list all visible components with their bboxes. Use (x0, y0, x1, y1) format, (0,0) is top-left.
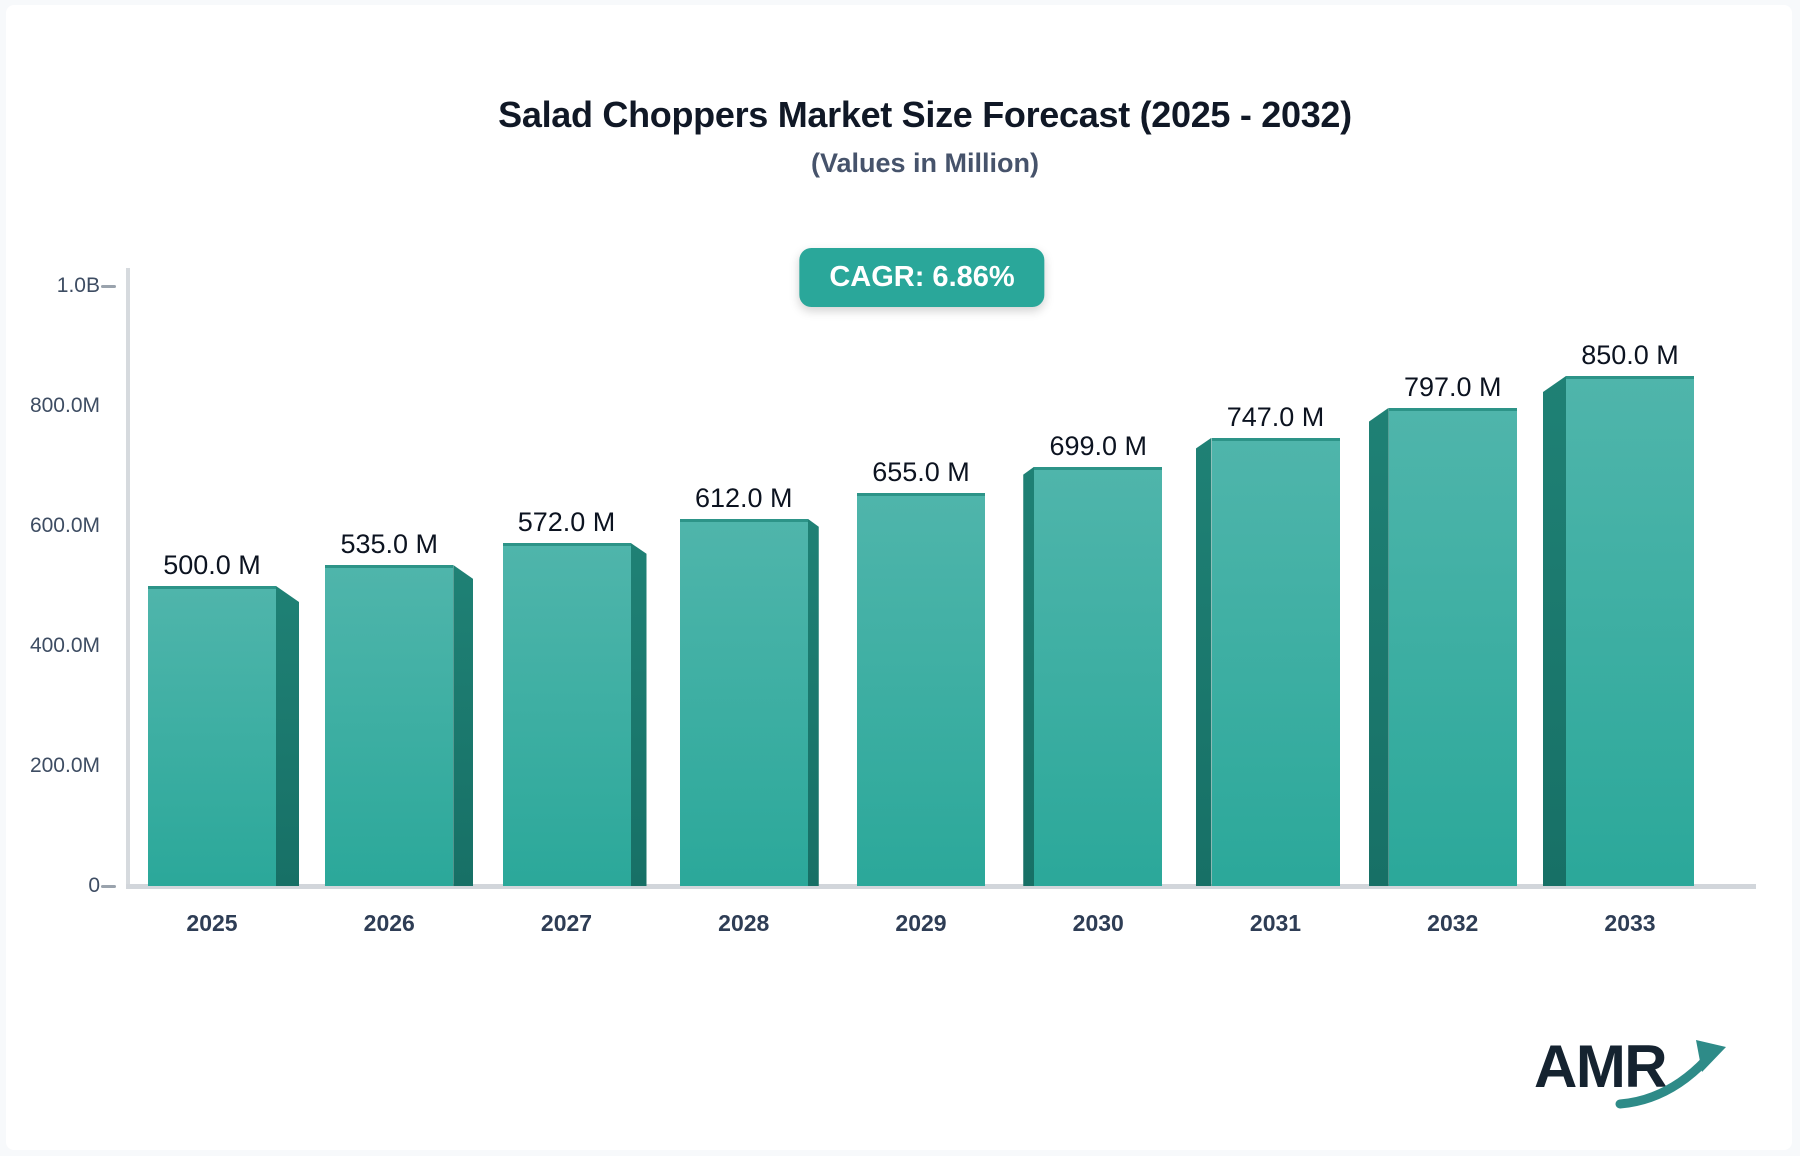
y-axis-tick (101, 285, 116, 288)
chart-title: Salad Choppers Market Size Forecast (202… (498, 94, 1352, 135)
bar-side (453, 565, 474, 886)
bar-value-label: 797.0 M (1403, 371, 1502, 402)
y-axis-line (126, 268, 130, 888)
bar-2031 (1211, 437, 1340, 886)
bar-2028 (679, 518, 808, 886)
amr-logo: AMR (1528, 1028, 1748, 1128)
x-axis-label-2033: 2033 (1604, 910, 1656, 936)
x-axis-label-2027: 2027 (540, 910, 593, 936)
bar-2030 (1034, 466, 1163, 886)
bar-side (807, 518, 819, 886)
x-axis-label-2028: 2028 (718, 910, 770, 936)
y-axis-label: 1.0B (56, 274, 100, 297)
bar-side (276, 586, 299, 886)
bar-2026 (325, 565, 454, 886)
y-axis-label: 200.0M (29, 754, 100, 777)
growth-arrow-icon (1615, 1040, 1726, 1109)
amr-logo-text: AMR (1534, 1033, 1668, 1100)
y-axis-label: 400.0M (29, 634, 100, 657)
x-axis-label-2032: 2032 (1427, 910, 1479, 936)
cagr-badge: CAGR: 6.86% (799, 248, 1045, 307)
bar-side (630, 542, 647, 886)
bar-value-label: 500.0 M (163, 550, 261, 580)
bar-value-label: 655.0 M (872, 457, 970, 487)
bar-2033 (1566, 376, 1694, 886)
bar-2027 (502, 542, 631, 886)
bar-2025 (148, 586, 276, 886)
x-axis-label-2030: 2030 (1072, 910, 1124, 936)
bar-side (1195, 437, 1212, 886)
bar-value-label: 699.0 M (1049, 430, 1148, 461)
bar-value-label: 572.0 M (517, 506, 616, 537)
y-axis-tick (101, 885, 116, 888)
chart-subtitle: (Values in Million) (810, 148, 1040, 178)
bar-value-label: 535.0 M (340, 529, 439, 559)
bar-side (1023, 466, 1035, 886)
bar-value-label: 850.0 M (1581, 340, 1679, 370)
bar-value-label: 612.0 M (694, 482, 793, 513)
x-axis-label-2026: 2026 (363, 910, 415, 936)
x-axis-label-2031: 2031 (1249, 910, 1302, 936)
bar-value-label: 747.0 M (1226, 401, 1325, 432)
bar-side (1543, 376, 1566, 886)
x-axis-baseline (126, 884, 1756, 889)
x-axis-label-2029: 2029 (895, 910, 947, 936)
y-axis-label: 600.0M (29, 514, 100, 537)
y-axis-label: 0 (88, 874, 100, 897)
bar-2032 (1388, 407, 1517, 886)
bar-side (1368, 407, 1389, 886)
x-axis-label-2025: 2025 (186, 910, 238, 936)
bar-2029 (857, 493, 985, 886)
y-axis-label: 800.0M (29, 394, 100, 417)
